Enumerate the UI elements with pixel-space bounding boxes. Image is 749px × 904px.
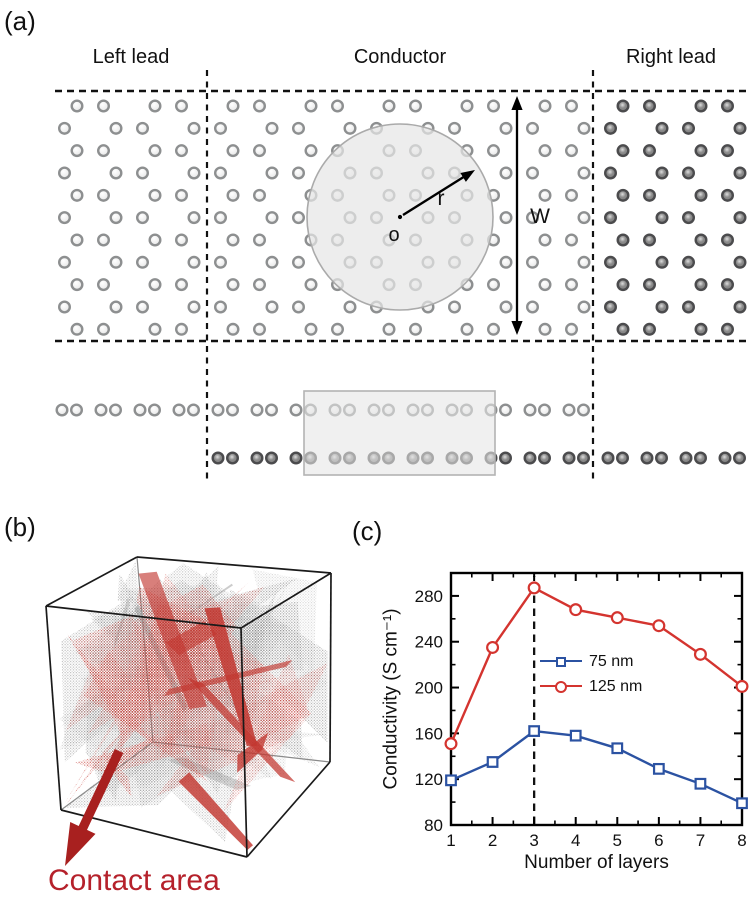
legend-label-75nm: 75 nm (589, 653, 634, 670)
svg-text:160: 160 (415, 724, 443, 743)
svg-text:3: 3 (529, 831, 538, 850)
svg-text:2: 2 (488, 831, 497, 850)
legend-item-75nm: 75 nm (540, 649, 642, 674)
svg-text:240: 240 (415, 633, 443, 652)
svg-text:8: 8 (737, 831, 746, 850)
legend-swatch-75nm (540, 655, 582, 668)
svg-text:280: 280 (415, 587, 443, 606)
contact-area-caption: Contact area (48, 864, 220, 897)
svg-text:1: 1 (446, 831, 455, 850)
panel-a-label: (a) (4, 6, 36, 36)
y-axis-label: Conductivity (S cm⁻¹) (380, 608, 402, 790)
region-label-conductor: Conductor (353, 46, 447, 68)
panel-c-conductivity-chart: 80 120 160 200 240 280 1 2 3 4 5 6 7 8 (415, 571, 749, 850)
x-axis-label: Number of layers (524, 852, 669, 873)
svg-text:r: r (438, 187, 445, 210)
panel-b-network-cube (45, 556, 332, 866)
svg-text:7: 7 (696, 831, 705, 850)
svg-text:W: W (530, 205, 550, 228)
legend-swatch-125nm (540, 680, 582, 693)
panel-c-label: (c) (352, 516, 383, 546)
svg-text:120: 120 (415, 770, 443, 789)
open-circle-marker-icon (555, 680, 567, 693)
svg-text:5: 5 (613, 831, 622, 850)
panel-b-label: (b) (4, 512, 36, 542)
open-square-marker-icon (556, 656, 566, 667)
svg-text:o: o (388, 224, 399, 246)
chart-legend: 75 nm 125 nm (540, 649, 642, 699)
region-label-left-lead: Left lead (92, 46, 170, 68)
legend-item-125nm: 125 nm (540, 674, 642, 699)
svg-text:80: 80 (424, 816, 443, 835)
panel-a-lattice-schematic: r o W (55, 70, 748, 482)
svg-text:200: 200 (415, 679, 443, 698)
legend-label-125nm: 125 nm (589, 678, 643, 695)
svg-text:4: 4 (571, 831, 580, 850)
svg-text:6: 6 (654, 831, 663, 850)
region-label-right-lead: Right lead (625, 46, 717, 68)
